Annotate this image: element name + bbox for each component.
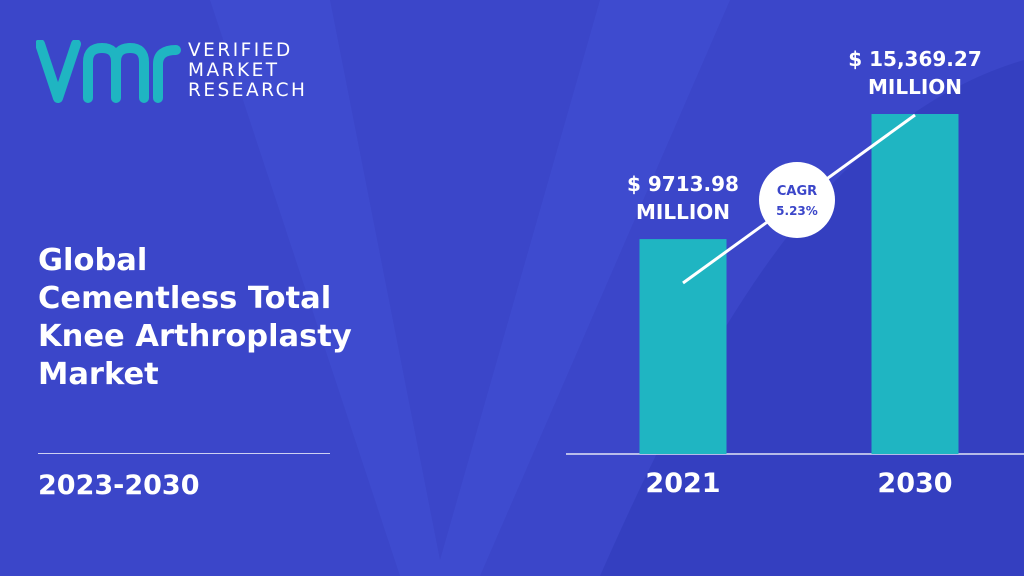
value-label-2021-1: $ 9713.98 bbox=[627, 172, 739, 196]
bar-2030 bbox=[871, 114, 959, 454]
forecast-period: 2023-2030 bbox=[38, 470, 200, 501]
year-label-2030: 2030 bbox=[877, 468, 952, 499]
cagr-value: 5.23% bbox=[776, 204, 818, 218]
brand-name: VERIFIED MARKET RESEARCH bbox=[188, 41, 307, 101]
value-label-2030-2: MILLION bbox=[868, 75, 962, 99]
title-line-4: Market bbox=[38, 357, 159, 392]
brand-line-3: RESEARCH bbox=[188, 80, 308, 101]
vmr-logo-icon bbox=[36, 40, 181, 103]
title-line-3: Knee Arthroplasty bbox=[38, 319, 352, 354]
bar-2021 bbox=[639, 239, 727, 454]
title-line-1: Global bbox=[38, 243, 148, 278]
cagr-badge bbox=[759, 162, 835, 238]
title-line-2: Cementless Total bbox=[38, 281, 332, 316]
value-label-2021-2: MILLION bbox=[636, 200, 730, 224]
value-label-2030-1: $ 15,369.27 bbox=[848, 47, 982, 71]
brand-line-1: VERIFIED bbox=[188, 40, 293, 61]
brand-line-2: MARKET bbox=[188, 60, 280, 81]
page-title: Global Cementless Total Knee Arthroplast… bbox=[38, 242, 352, 394]
cagr-label: CAGR bbox=[777, 184, 817, 199]
year-label-2021: 2021 bbox=[645, 468, 720, 499]
title-divider bbox=[38, 453, 330, 454]
